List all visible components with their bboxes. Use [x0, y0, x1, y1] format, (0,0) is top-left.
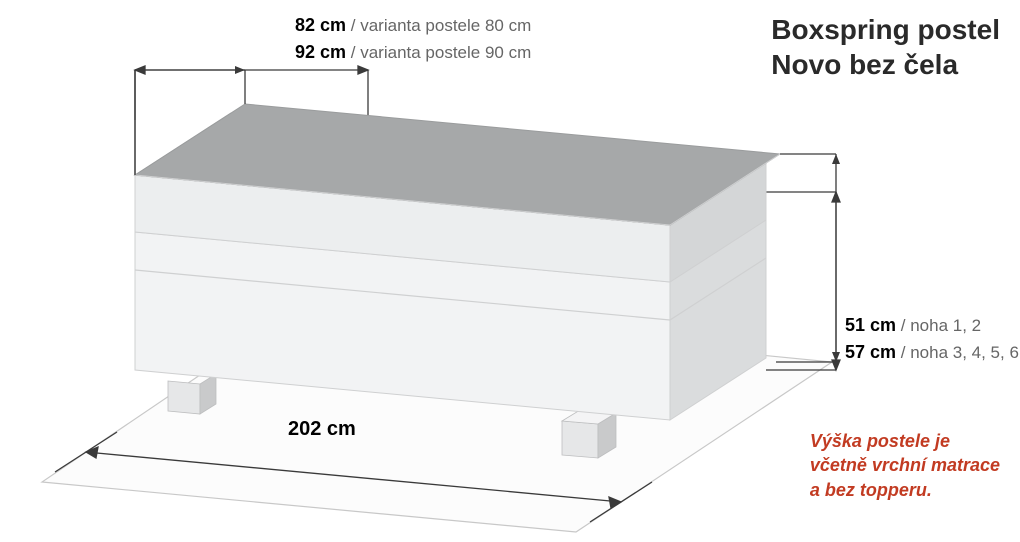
bed-top-surface-correct [135, 104, 780, 225]
dim-height-ext2 [776, 154, 840, 362]
